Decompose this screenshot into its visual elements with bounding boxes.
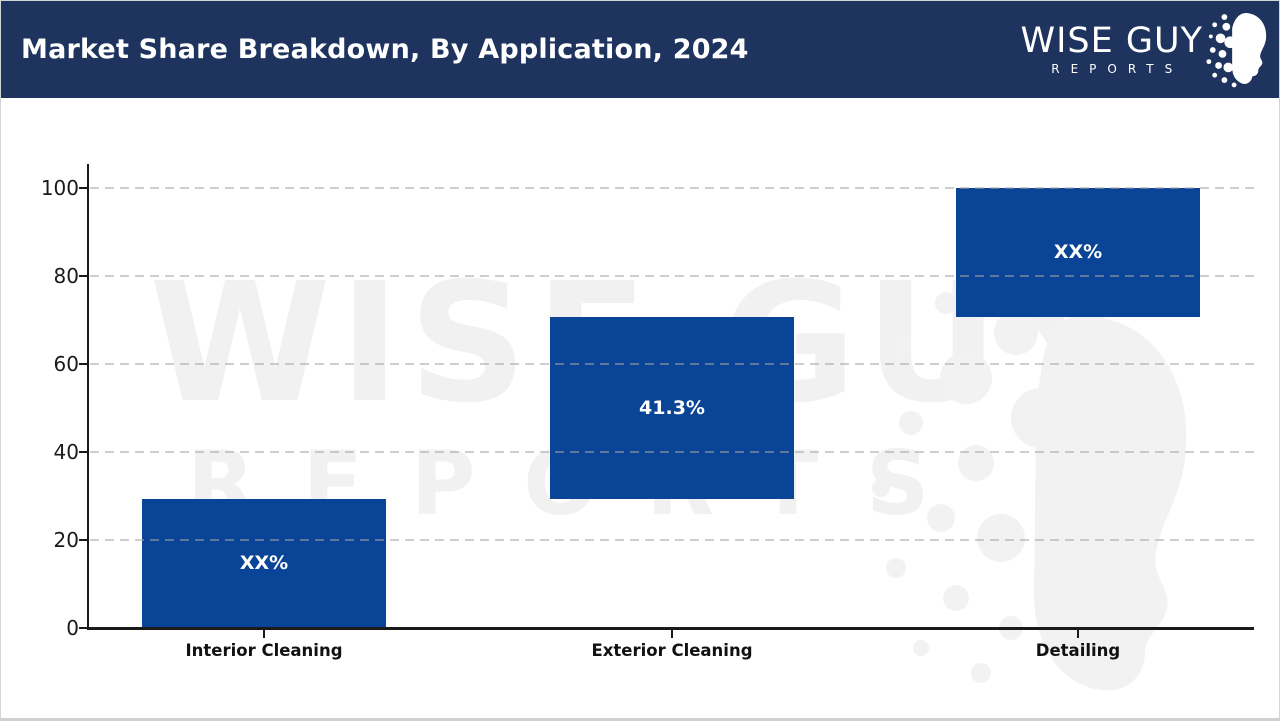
bar-value-label: XX%	[239, 552, 289, 575]
x-tick-2	[1077, 630, 1079, 638]
gridline-100	[90, 187, 1254, 189]
gridline-60	[90, 363, 1254, 365]
bar-detailing	[956, 188, 1200, 317]
brand-subname: REPORTS	[1051, 62, 1184, 76]
x-category-label: Interior Cleaning	[185, 641, 343, 660]
x-category-label: Exterior Cleaning	[591, 641, 753, 660]
y-axis-line	[87, 164, 89, 630]
brand-logo-text: WISE GUY REPORTS	[1020, 23, 1203, 76]
y-tick-0	[79, 627, 88, 629]
y-tick-80	[79, 275, 88, 277]
y-tick-label-40: 40	[53, 440, 79, 464]
gridline-40	[90, 451, 1254, 453]
y-tick-60	[79, 363, 88, 365]
x-tick-1	[671, 630, 673, 638]
x-category-label: Detailing	[1035, 641, 1121, 660]
gridline-80	[90, 275, 1254, 277]
x-tick-0	[263, 630, 265, 638]
chart-title: Market Share Breakdown, By Application, …	[21, 34, 749, 65]
y-tick-label-60: 60	[53, 352, 79, 376]
brand-name: WISE GUY	[1020, 21, 1203, 61]
brand-logo: WISE GUY REPORTS	[1020, 1, 1269, 98]
y-tick-20	[79, 539, 88, 541]
bar-value-label: XX%	[1053, 241, 1103, 264]
bar-exterior-cleaning	[550, 316, 794, 499]
y-tick-40	[79, 451, 88, 453]
face-profile-icon	[1206, 12, 1267, 87]
x-axis-line	[87, 627, 1254, 630]
plot-area: WISE GUY REPORTS 020406080100XX%Interior…	[1, 98, 1279, 718]
bar-interior-cleaning	[142, 498, 386, 628]
y-tick-label-80: 80	[53, 264, 79, 288]
y-tick-label-20: 20	[53, 528, 79, 552]
y-tick-label-100: 100	[40, 176, 79, 200]
y-tick-100	[79, 187, 88, 189]
y-tick-label-0: 0	[66, 616, 79, 640]
watermark-face-icon	[872, 252, 1187, 691]
bar-value-label: 41.3%	[639, 396, 705, 419]
gridline-20	[90, 539, 1254, 541]
header-bar: Market Share Breakdown, By Application, …	[1, 1, 1279, 98]
